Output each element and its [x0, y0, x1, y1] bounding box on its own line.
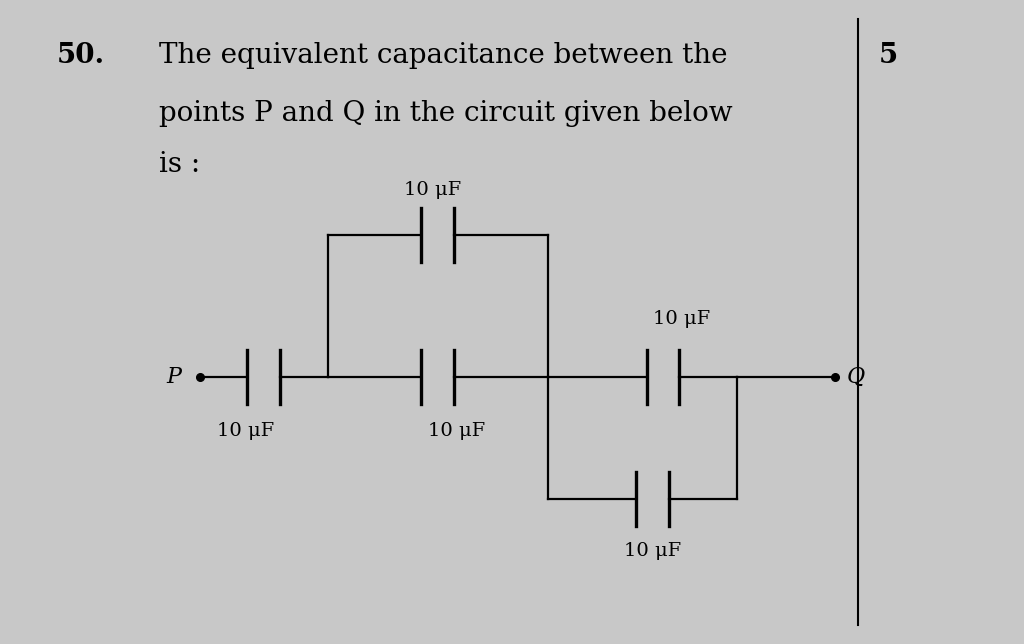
Text: points P and Q in the circuit given below: points P and Q in the circuit given belo… [159, 100, 732, 127]
Text: P: P [166, 366, 181, 388]
Text: Q: Q [847, 366, 865, 388]
Text: 10 μF: 10 μF [653, 310, 710, 328]
Text: is :: is : [159, 151, 200, 178]
Text: 10 μF: 10 μF [217, 422, 273, 440]
Text: 10 μF: 10 μF [428, 422, 484, 440]
Text: 50.: 50. [56, 42, 104, 69]
Text: The equivalent capacitance between the: The equivalent capacitance between the [159, 42, 727, 69]
Text: 10 μF: 10 μF [625, 542, 681, 560]
Text: 10 μF: 10 μF [404, 181, 461, 199]
Text: 5: 5 [879, 42, 898, 69]
